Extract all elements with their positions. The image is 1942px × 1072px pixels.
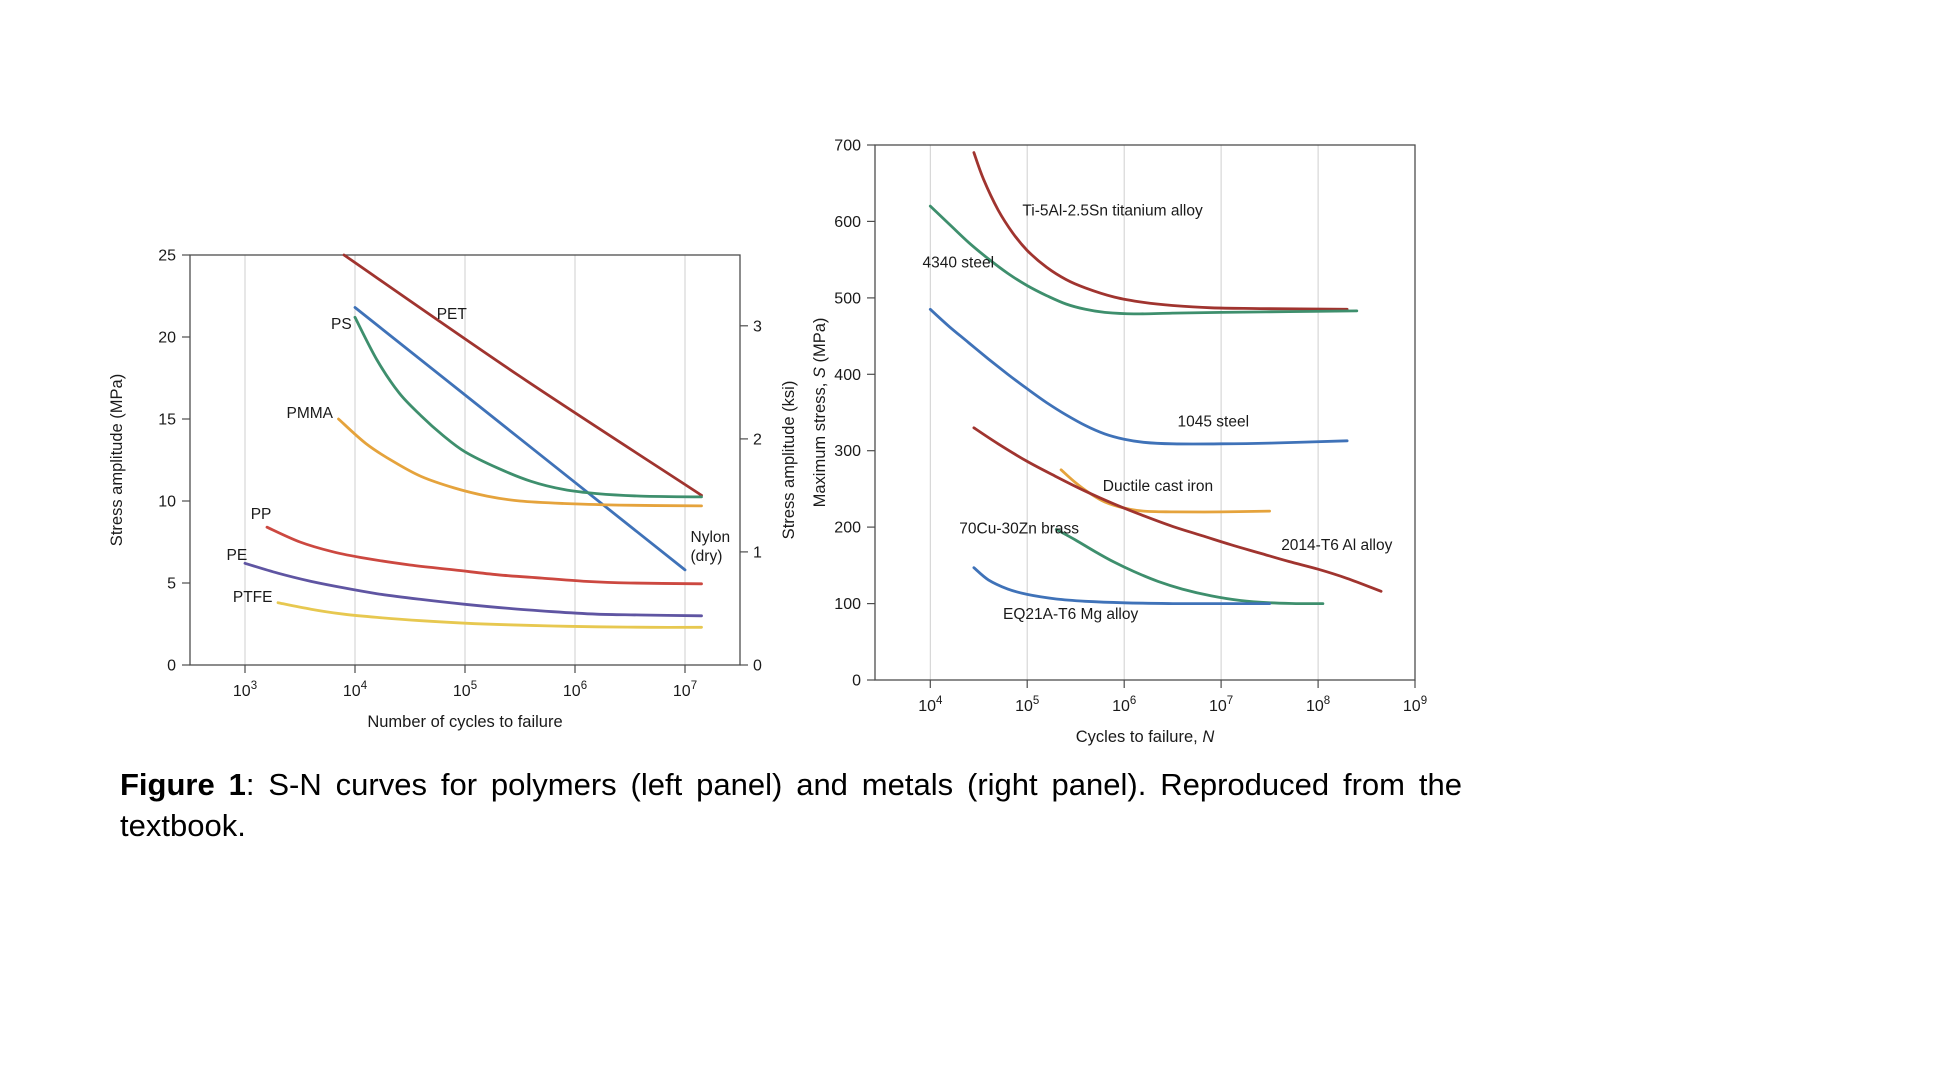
x-axis-label: Cycles to failure, N [1076, 728, 1215, 746]
y2-tick-label: 2 [753, 431, 762, 448]
y2-tick-label: 3 [753, 318, 762, 335]
y-tick-label: 0 [852, 673, 861, 690]
series-label-nylon-dry-: Nylon (dry) [691, 529, 731, 565]
x-tick-label: 103 [233, 680, 257, 700]
metal-sn-chart: 104 105 106 107 108 109 0 100 200 300 400 500 600 700… [805, 115, 1485, 760]
x-axis-label: Number of cycles to failure [367, 713, 562, 731]
y-tick-label: 5 [167, 576, 176, 593]
series-label-pp: PP [251, 506, 272, 523]
series-label-4340-steel: 4340 steel [923, 254, 995, 271]
chart-svg-metals: 104 105 106 107 108 109 0 100 200 300 400 500 600 700… [811, 138, 1427, 747]
figure-caption: Figure 1: S-N curves for polymers (left … [120, 765, 1462, 847]
series-label-ductile-cast-iron: Ductile cast iron [1103, 478, 1213, 495]
series-label-2014-t6-al-alloy: 2014-T6 Al alloy [1281, 537, 1392, 554]
y-tick-label: 20 [158, 330, 176, 347]
series-curve-pet [342, 253, 703, 497]
series-curve-4340-steel [928, 204, 1359, 316]
x-tick-label: 109 [1403, 695, 1427, 715]
y-axis-label: Maximum stress, S (MPa) [811, 318, 829, 508]
y-tick-label: 600 [834, 214, 861, 231]
y2-axis-label: Stress amplitude (ksi) [780, 381, 798, 540]
y-axis-label: Stress amplitude (MPa) [108, 374, 126, 546]
series-curve-eq21a-t6-mg-alloy [972, 566, 1271, 606]
polymer-sn-chart: 103 104 105 106 107 0 5 10 15 20 25 0 1 2 3 Stress ampl… [90, 225, 835, 760]
x-tick-label: 105 [1015, 695, 1039, 715]
series-curve-pp [265, 525, 703, 586]
series-curve-ps [353, 315, 703, 499]
y-tick-label: 100 [834, 596, 861, 613]
series-label-ps: PS [331, 316, 352, 333]
y-tick-label: 300 [834, 443, 861, 460]
series-label-ptfe: PTFE [233, 589, 273, 606]
y-tick-label: 0 [167, 658, 176, 675]
x-tick-label: 106 [563, 680, 587, 700]
series-curve-ti-5al-2-5sn-titanium-alloy [972, 151, 1349, 311]
series-label-pmma: PMMA [287, 405, 334, 422]
x-tick-label: 106 [1112, 695, 1136, 715]
series-curve-nylon-dry- [353, 306, 687, 572]
x-tick-label: 104 [343, 680, 368, 700]
series-curve-2014-t6-al-alloy [972, 426, 1383, 593]
caption-text: : S-N curves for polymers (left panel) a… [120, 767, 1462, 843]
y-tick-label: 500 [834, 290, 861, 307]
y2-tick-label: 1 [753, 544, 762, 561]
chart-svg-polymers: 103 104 105 106 107 0 5 10 15 20 25 0 1 2 3 Stress ampl… [108, 248, 798, 732]
y-tick-label: 15 [158, 412, 176, 429]
plot-frame [874, 144, 1416, 681]
y-tick-label: 400 [834, 367, 861, 384]
y-tick-label: 200 [834, 520, 861, 537]
x-tick-label: 108 [1306, 695, 1330, 715]
series-label-70cu-30zn-brass: 70Cu-30Zn brass [959, 520, 1079, 537]
y-tick-label: 700 [834, 138, 861, 155]
series-curve-ptfe [276, 601, 703, 629]
y2-tick-label: 0 [753, 658, 762, 675]
series-label-pe: PE [227, 547, 248, 564]
series-label-1045-steel: 1045 steel [1178, 413, 1250, 430]
y-tick-label: 25 [158, 248, 176, 265]
y-tick-label: 10 [158, 494, 176, 511]
series-label-pet: PET [437, 306, 468, 323]
series-curve-70cu-30zn-brass [1054, 528, 1325, 606]
x-tick-label: 104 [918, 695, 943, 715]
series-label-eq21a-t6-mg-alloy: EQ21A-T6 Mg alloy [1003, 606, 1138, 623]
x-tick-label: 107 [673, 680, 697, 700]
series-curve-1045-steel [928, 307, 1349, 446]
series-curve-pe [243, 561, 703, 618]
x-tick-label: 107 [1209, 695, 1233, 715]
x-tick-label: 105 [453, 680, 477, 700]
series-curve-pmma [337, 417, 703, 508]
series-label-ti-5al-2-5sn-titanium-alloy: Ti-5Al-2.5Sn titanium alloy [1022, 202, 1203, 219]
caption-figure-label: Figure 1 [120, 767, 246, 802]
